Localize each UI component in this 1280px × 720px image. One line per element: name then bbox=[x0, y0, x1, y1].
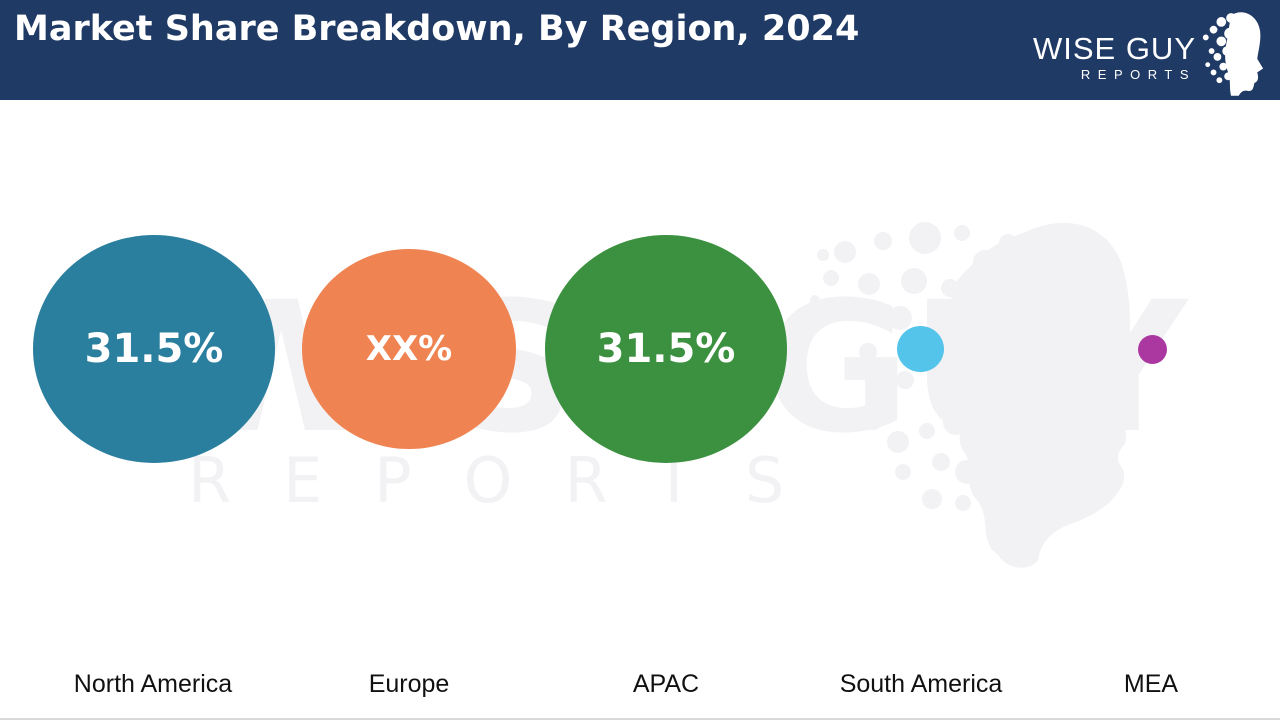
header: Market Share Breakdown, By Region, 2024 … bbox=[0, 0, 1280, 100]
watermark-head-silhouette bbox=[946, 222, 1137, 568]
bubble-south-america bbox=[897, 326, 944, 372]
brand-logo: WISE GUY REPORTS bbox=[1033, 0, 1280, 98]
chart-area: WISE GUY REPORTS bbox=[0, 100, 1280, 720]
bubble-apac: 31.5% bbox=[545, 235, 787, 463]
category-label-north-america: North America bbox=[73, 670, 233, 698]
bubble-value-label: 31.5% bbox=[596, 326, 736, 372]
logo-wordmark-line1: WISE GUY bbox=[1032, 31, 1196, 66]
category-label-south-america: South America bbox=[839, 670, 1003, 698]
bubble-europe: XX% bbox=[302, 249, 516, 449]
category-label-mea: MEA bbox=[1123, 670, 1179, 698]
watermark-wordmark-line2: REPORTS bbox=[188, 444, 836, 517]
logo-wordmark: WISE GUY REPORTS bbox=[1033, 32, 1196, 84]
category-label-apac: APAC bbox=[632, 670, 700, 698]
bubble-north-america: 31.5% bbox=[33, 235, 275, 463]
bubble-value-label: 31.5% bbox=[84, 326, 224, 372]
logo-wordmark-line2: REPORTS bbox=[1080, 67, 1196, 82]
head-profile-icon bbox=[1202, 12, 1264, 96]
bubble-mea bbox=[1138, 335, 1167, 364]
page-title: Market Share Breakdown, By Region, 2024 bbox=[14, 9, 860, 49]
bubble-value-label: XX% bbox=[365, 329, 453, 369]
category-label-europe: Europe bbox=[368, 670, 450, 698]
